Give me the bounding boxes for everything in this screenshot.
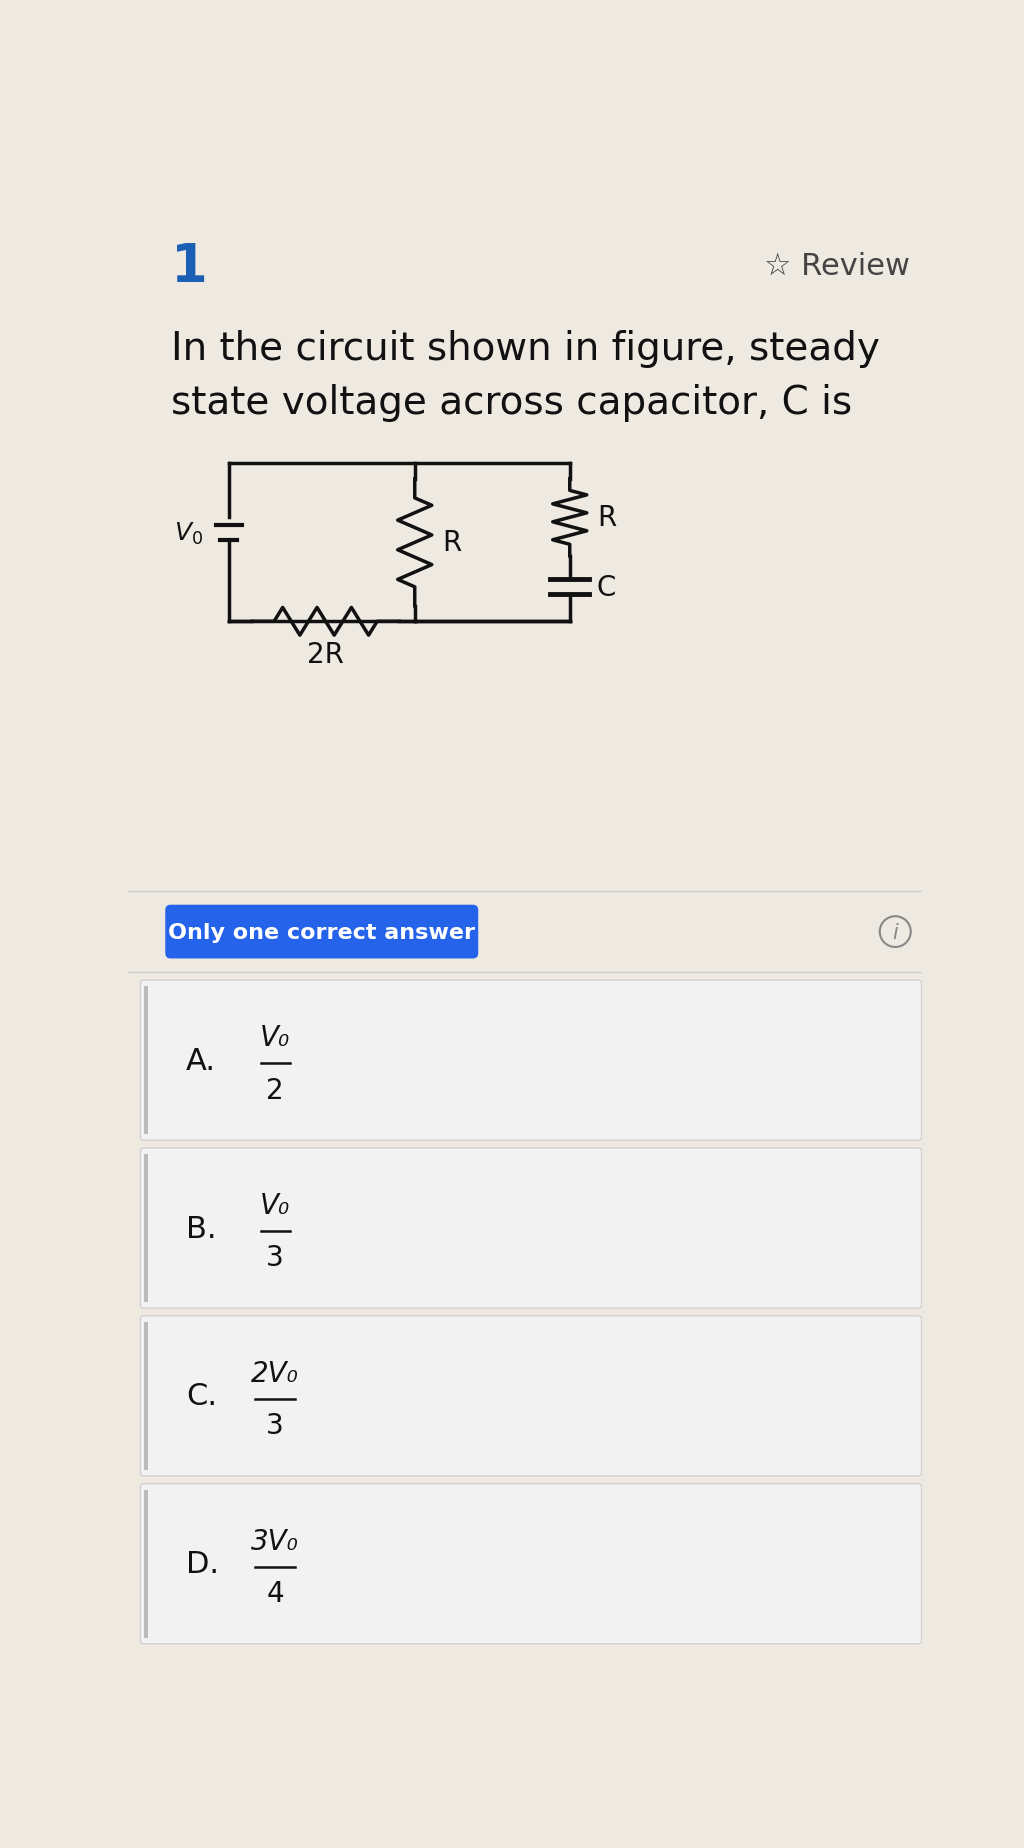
Text: 3: 3	[266, 1244, 284, 1271]
Text: 4: 4	[266, 1580, 284, 1608]
Text: 3: 3	[266, 1412, 284, 1440]
Text: A.: A.	[186, 1046, 216, 1076]
Text: C: C	[597, 573, 616, 601]
Text: In the circuit shown in figure, steady: In the circuit shown in figure, steady	[171, 329, 880, 368]
Text: B.: B.	[186, 1214, 217, 1244]
Text: V₀: V₀	[260, 1192, 291, 1220]
Text: state voltage across capacitor, C is: state voltage across capacitor, C is	[171, 384, 852, 421]
Text: R: R	[442, 529, 461, 556]
FancyBboxPatch shape	[140, 1316, 922, 1477]
Text: $V_0$: $V_0$	[174, 521, 203, 547]
Text: R: R	[597, 505, 616, 532]
Text: 2V₀: 2V₀	[251, 1358, 299, 1386]
Text: V₀: V₀	[260, 1024, 291, 1052]
Text: 2R: 2R	[307, 639, 344, 669]
Text: i: i	[892, 922, 898, 942]
Text: D.: D.	[186, 1549, 219, 1578]
FancyBboxPatch shape	[140, 1484, 922, 1645]
Text: ☆ Review: ☆ Review	[764, 251, 909, 281]
Bar	[143, 1323, 148, 1469]
Text: 1: 1	[171, 240, 208, 292]
Bar	[143, 1155, 148, 1303]
FancyBboxPatch shape	[166, 906, 477, 959]
Text: 2: 2	[266, 1076, 284, 1103]
Text: Only one correct answer: Only one correct answer	[168, 922, 475, 942]
Text: C.: C.	[186, 1382, 217, 1410]
Bar	[143, 987, 148, 1135]
Text: 3V₀: 3V₀	[251, 1526, 299, 1554]
Bar	[143, 1489, 148, 1637]
FancyBboxPatch shape	[140, 1148, 922, 1308]
FancyBboxPatch shape	[140, 981, 922, 1140]
